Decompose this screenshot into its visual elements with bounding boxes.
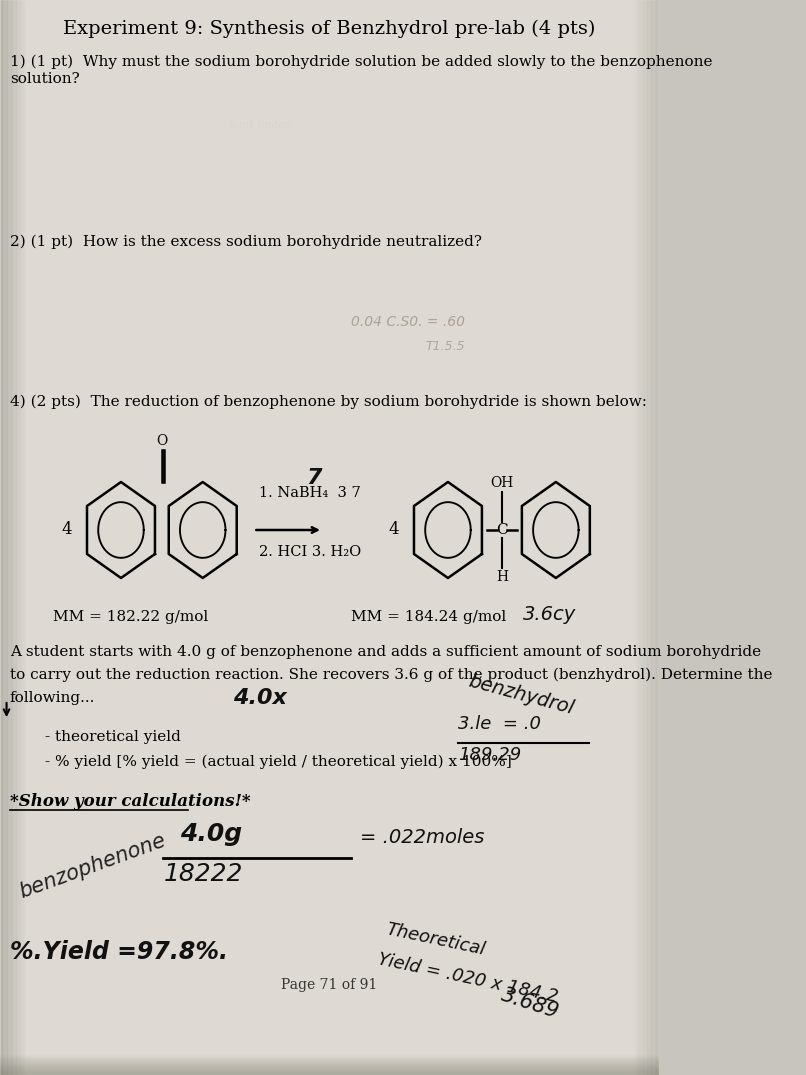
Bar <box>6 0 7 1075</box>
Text: %.Yield =97.8%.: %.Yield =97.8%. <box>10 940 228 964</box>
Text: C: C <box>496 524 508 538</box>
Bar <box>11 0 12 1075</box>
Text: MM = 182.22 g/mol: MM = 182.22 g/mol <box>53 610 209 624</box>
Text: 3.6cy: 3.6cy <box>523 605 576 623</box>
Text: 7: 7 <box>306 468 322 488</box>
Text: 0.04 C.S0. = .60: 0.04 C.S0. = .60 <box>351 315 466 329</box>
Text: OH: OH <box>490 476 513 490</box>
Text: Page 71 of 91: Page 71 of 91 <box>281 978 377 992</box>
Bar <box>8 0 9 1075</box>
Text: following...: following... <box>10 691 95 705</box>
Text: benzhydrol: benzhydrol <box>466 672 575 718</box>
Bar <box>642 0 643 1075</box>
Bar <box>645 0 646 1075</box>
Text: 3.689: 3.689 <box>499 985 562 1022</box>
Text: 4: 4 <box>62 521 73 539</box>
Bar <box>654 0 655 1075</box>
Text: 189.29: 189.29 <box>458 746 521 764</box>
Bar <box>655 0 656 1075</box>
Bar <box>648 0 649 1075</box>
Bar <box>1 0 2 1075</box>
Text: 4) (2 pts)  The reduction of benzophenone by sodium borohydride is shown below:: 4) (2 pts) The reduction of benzophenone… <box>10 395 646 410</box>
Bar <box>640 0 641 1075</box>
Bar <box>636 0 637 1075</box>
Bar <box>5 0 6 1075</box>
Bar <box>657 0 658 1075</box>
Bar <box>21 0 22 1075</box>
Text: faint image: faint image <box>229 120 293 130</box>
Bar <box>14 0 15 1075</box>
Text: 3.le  = .0: 3.le = .0 <box>458 715 541 733</box>
Text: A student starts with 4.0 g of benzophenone and adds a sufficient amount of sodi: A student starts with 4.0 g of benzophen… <box>10 645 761 659</box>
Text: = .022moles: = .022moles <box>359 828 484 847</box>
Bar <box>7 0 8 1075</box>
Bar <box>658 0 659 1075</box>
Bar <box>15 0 16 1075</box>
Bar <box>19 0 20 1075</box>
Bar <box>0 0 1 1075</box>
Bar <box>23 0 24 1075</box>
Text: MM = 184.24 g/mol: MM = 184.24 g/mol <box>351 610 507 624</box>
Text: 1. NaBH₄  3 7: 1. NaBH₄ 3 7 <box>259 486 361 500</box>
Bar <box>649 0 650 1075</box>
Text: 2) (1 pt)  How is the excess sodium borohydride neutralized?: 2) (1 pt) How is the excess sodium boroh… <box>10 235 482 249</box>
Text: 4.0g: 4.0g <box>180 822 242 846</box>
Bar <box>639 0 640 1075</box>
Bar <box>656 0 657 1075</box>
Bar <box>641 0 642 1075</box>
Text: 4: 4 <box>388 521 399 539</box>
Bar <box>643 0 644 1075</box>
Text: 18222: 18222 <box>164 862 243 886</box>
Text: - % yield [% yield = (actual yield / theoretical yield) x 100%]: - % yield [% yield = (actual yield / the… <box>45 755 512 770</box>
Text: - theoretical yield: - theoretical yield <box>45 730 181 744</box>
Text: 4.0x: 4.0x <box>233 688 287 708</box>
Bar <box>10 0 11 1075</box>
Bar <box>638 0 639 1075</box>
Bar <box>4 0 5 1075</box>
Bar <box>644 0 645 1075</box>
Bar <box>22 0 23 1075</box>
Text: T1.5.5: T1.5.5 <box>425 340 465 353</box>
FancyBboxPatch shape <box>0 0 659 1075</box>
Bar <box>646 0 647 1075</box>
Text: Theoretical: Theoretical <box>384 920 487 959</box>
Bar <box>652 0 653 1075</box>
Bar <box>2 0 3 1075</box>
Bar <box>650 0 651 1075</box>
Text: to carry out the reduction reaction. She recovers 3.6 g of the product (benzhydr: to carry out the reduction reaction. She… <box>10 668 772 683</box>
Bar <box>637 0 638 1075</box>
Bar <box>20 0 21 1075</box>
Text: Experiment 9: Synthesis of Benzhydrol pre-lab (4 pts): Experiment 9: Synthesis of Benzhydrol pr… <box>63 20 596 39</box>
Bar <box>9 0 10 1075</box>
Bar <box>12 0 13 1075</box>
Text: benzophenone: benzophenone <box>16 830 168 902</box>
Text: *Show your calculations!*: *Show your calculations!* <box>10 793 251 809</box>
Bar <box>18 0 19 1075</box>
Bar <box>647 0 648 1075</box>
Bar <box>17 0 18 1075</box>
Text: Yield = .020 x 184.2: Yield = .020 x 184.2 <box>376 950 559 1006</box>
Text: 2. HCI 3. H₂O: 2. HCI 3. H₂O <box>259 545 361 559</box>
Bar <box>3 0 4 1075</box>
Bar <box>16 0 17 1075</box>
Text: H: H <box>496 570 508 584</box>
Text: O: O <box>156 434 168 448</box>
Bar <box>651 0 652 1075</box>
Bar <box>653 0 654 1075</box>
Bar <box>635 0 636 1075</box>
Bar <box>13 0 14 1075</box>
Text: 1) (1 pt)  Why must the sodium borohydride solution be added slowly to the benzo: 1) (1 pt) Why must the sodium borohydrid… <box>10 55 713 86</box>
Bar <box>634 0 635 1075</box>
